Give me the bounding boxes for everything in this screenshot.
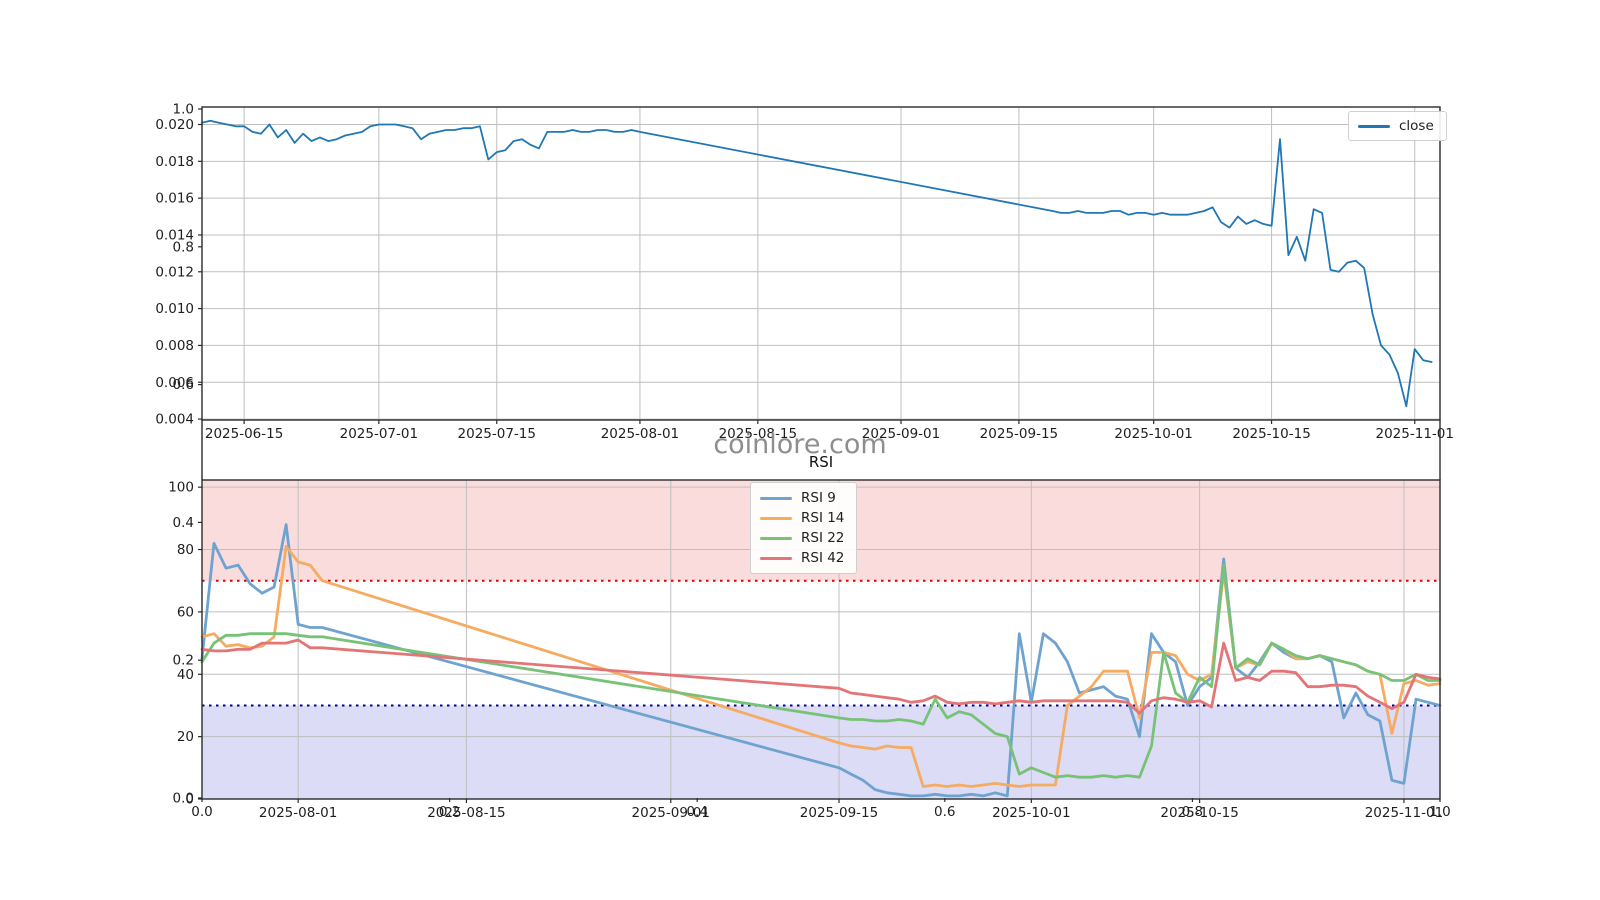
ghost-y-tick-label: 1.0: [173, 102, 194, 118]
ghost-y-tick-label: 0.6: [173, 377, 194, 393]
y-tick-label: 0.004: [155, 412, 194, 428]
rsi42-line-swatch-icon: [760, 556, 792, 560]
y-tick-label: 0.012: [155, 264, 194, 280]
x-tick-label: 2025-08-01: [601, 426, 679, 442]
close-line: [201, 119, 1433, 408]
y-tick-label: 80: [177, 542, 194, 558]
legend-label: RSI 14: [801, 510, 845, 526]
oversold-band: [202, 705, 1440, 799]
rsi-legend: RSI 9 RSI 14 RSI 22 RSI 42: [750, 482, 858, 574]
watermark: coinlore.com: [713, 429, 887, 460]
x-tick-label: 2025-10-15: [1160, 805, 1238, 821]
x-tick-label: 2025-10-15: [1232, 426, 1310, 442]
y-tick-label: 0.014: [155, 227, 194, 243]
legend-label: RSI 22: [801, 530, 845, 546]
price-chart: 2025-06-15 2025-07-01 2025-07-15 2025-08-01…: [155, 106, 1454, 442]
x-tick-label: 2025-07-15: [458, 426, 536, 442]
legend-label: close: [1399, 118, 1434, 134]
y-tick-label: 0.018: [155, 154, 194, 170]
rsi14-line-swatch-icon: [760, 516, 792, 520]
x-tick-label: 2025-08-01: [259, 805, 337, 821]
ghost-y-tick-label: 0.8: [173, 239, 194, 255]
legend-item-close: close: [1358, 116, 1434, 136]
axes-frame: [201, 106, 1441, 421]
ghost-x-tick-label: 0.8: [1182, 804, 1203, 820]
ghost-x-tick-label: 0.2: [439, 804, 460, 820]
x-tick-label: 2025-07-01: [340, 426, 418, 442]
y-tick-label: 0.010: [155, 301, 194, 317]
x-tick-label: 2025-09-15: [980, 426, 1058, 442]
x-tick-label: 2025-09-01: [632, 805, 710, 821]
x-tick-label: 2025-09-01: [862, 426, 940, 442]
x-tick-label: 2025-11-01: [1376, 426, 1454, 442]
legend-item-rsi9: RSI 9: [760, 488, 844, 508]
close-line-swatch-icon: [1358, 124, 1390, 128]
x-tick-label: 2025-10-01: [1114, 426, 1192, 442]
legend-label: RSI 9: [801, 490, 836, 506]
x-tick-label: 2025-11-01: [1365, 805, 1443, 821]
ghost-x-tick-label: 0.0: [191, 804, 212, 820]
ghost-y-tick-label: 0.0: [173, 791, 194, 807]
y-tick-label: 100: [168, 480, 194, 496]
rsi-42-line: [200, 638, 1442, 715]
rsi-22-line: [200, 563, 1442, 779]
x-tick-label: 2025-08-15: [427, 805, 505, 821]
legend-item-rsi42: RSI 42: [760, 548, 844, 568]
ghost-y-tick-label: 0.2: [173, 653, 194, 669]
axes-frame: [201, 479, 1441, 800]
rsi-chart-title: RSI: [808, 453, 834, 471]
ghost-axis: 1.0 0.8 0.6 0.4 0.2 0.00.0 0.2 0.4 0.6 0.8 1.0: [173, 102, 1451, 821]
y-tick-label: 40: [177, 667, 194, 683]
ghost-x-tick-label: 1.0: [1429, 804, 1450, 820]
y-tick-label: 0.020: [155, 117, 194, 133]
y-tick-label: 60: [177, 604, 194, 620]
ghost-x-tick-label: 0.4: [686, 804, 707, 820]
y-tick-label: 0: [185, 792, 194, 808]
ghost-x-tick-label: 0.6: [934, 804, 955, 820]
rsi9-line-swatch-icon: [760, 496, 792, 500]
price-legend: close: [1348, 111, 1447, 141]
legend-label: RSI 42: [801, 550, 845, 566]
legend-item-rsi14: RSI 14: [760, 508, 844, 528]
x-tick-label: 2025-08-15: [719, 426, 797, 442]
x-tick-label: 2025-06-15: [205, 426, 283, 442]
rsi22-line-swatch-icon: [760, 536, 792, 540]
y-tick-label: 0.008: [155, 338, 194, 354]
x-tick-label: 2025-10-01: [992, 805, 1070, 821]
legend-item-rsi22: RSI 22: [760, 528, 844, 548]
y-tick-label: 20: [177, 729, 194, 745]
y-tick-label: 0.016: [155, 191, 194, 207]
ghost-y-tick-label: 0.4: [173, 515, 194, 531]
x-tick-label: 2025-09-15: [800, 805, 878, 821]
y-tick-label: 0.006: [155, 375, 194, 391]
